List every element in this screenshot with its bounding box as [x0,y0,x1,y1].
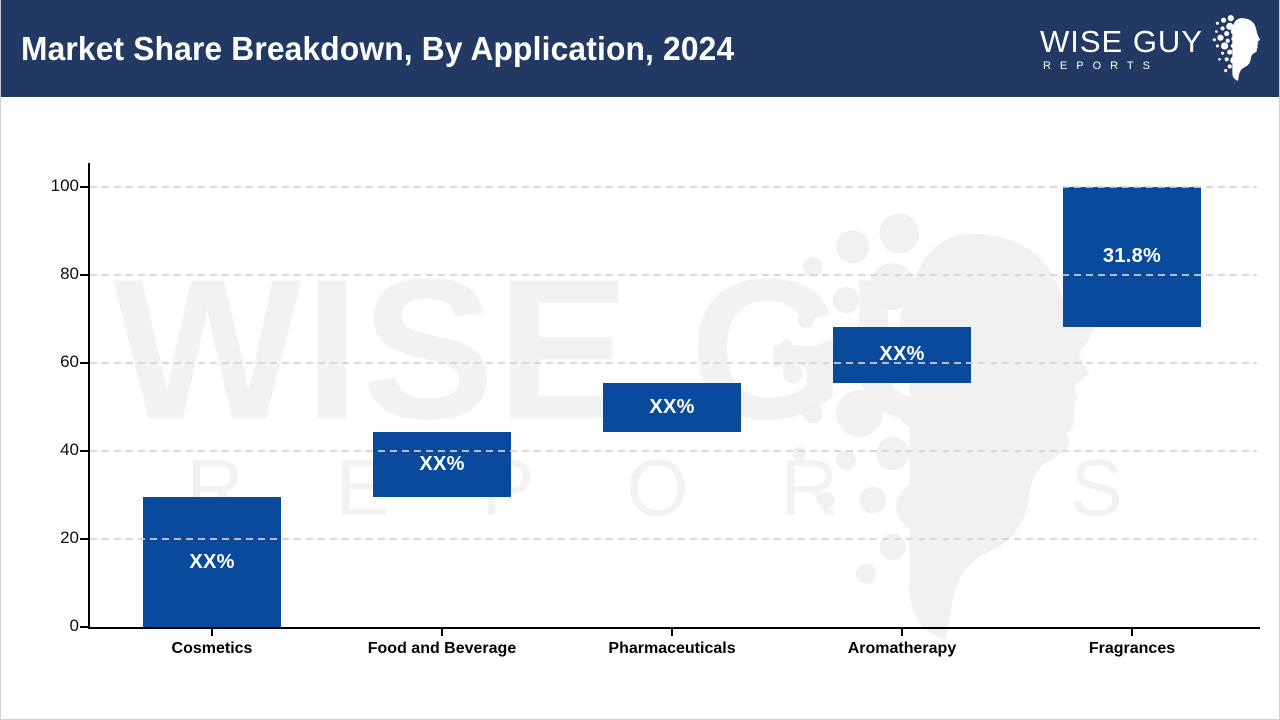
x-tick-label: Food and Beverage [367,640,517,657]
brand-subname: REPORTS [1042,60,1159,72]
x-tick-mark [441,629,443,636]
x-tick-mark [901,629,903,636]
y-tick-mark [80,538,88,540]
brand-name: WISE GUY [1039,24,1203,59]
header-bar: Market Share Breakdown, By Application, … [1,0,1279,97]
bar-value-label: 31.8% [1102,245,1162,268]
x-tick-label: Cosmetics [171,640,253,657]
y-tick-label: 100 [50,176,79,195]
x-tick-mark [211,629,213,636]
y-tick-mark [80,274,88,276]
y-tick-label: 0 [69,616,79,635]
x-axis-line [88,627,1260,629]
bar-pharmaceuticals: XX% [603,382,741,433]
gridline [90,186,1257,188]
page-title: Market Share Breakdown, By Application, … [21,29,735,67]
bar-food-and-beverage: XX% [373,432,511,498]
gridline [90,450,1257,452]
bar-value-label: XX% [419,453,465,476]
brand-logo-text: WISE GUY REPORTS [1040,26,1203,72]
y-tick-mark [80,186,88,188]
x-tick-mark [671,629,673,636]
y-tick-mark [80,450,88,452]
x-tick-label: Fragrances [1088,640,1176,657]
bar-value-label: XX% [649,395,695,418]
y-tick-mark [80,362,88,364]
y-tick-mark [80,626,88,628]
gridline [90,274,1257,276]
y-tick-label: 80 [60,264,79,283]
y-tick-label: 20 [60,528,79,547]
gridline [90,538,1257,540]
bar-value-label: XX% [189,550,235,573]
y-tick-label: 60 [60,352,79,371]
gridline [90,362,1257,364]
brand-logo: WISE GUY REPORTS [1040,6,1269,92]
x-tick-label: Aromatherapy [847,640,957,657]
y-axis-line [88,163,90,629]
bar-cosmetics: XX% [143,497,281,627]
y-tick-label: 40 [60,440,79,459]
bar-fragrances: 31.8% [1063,187,1201,327]
bar-aromatherapy: XX% [833,326,971,383]
x-tick-mark [1131,629,1133,636]
logo-face-icon [1212,15,1261,81]
x-tick-label: Pharmaceuticals [608,640,736,657]
bar-value-label: XX% [879,343,925,366]
